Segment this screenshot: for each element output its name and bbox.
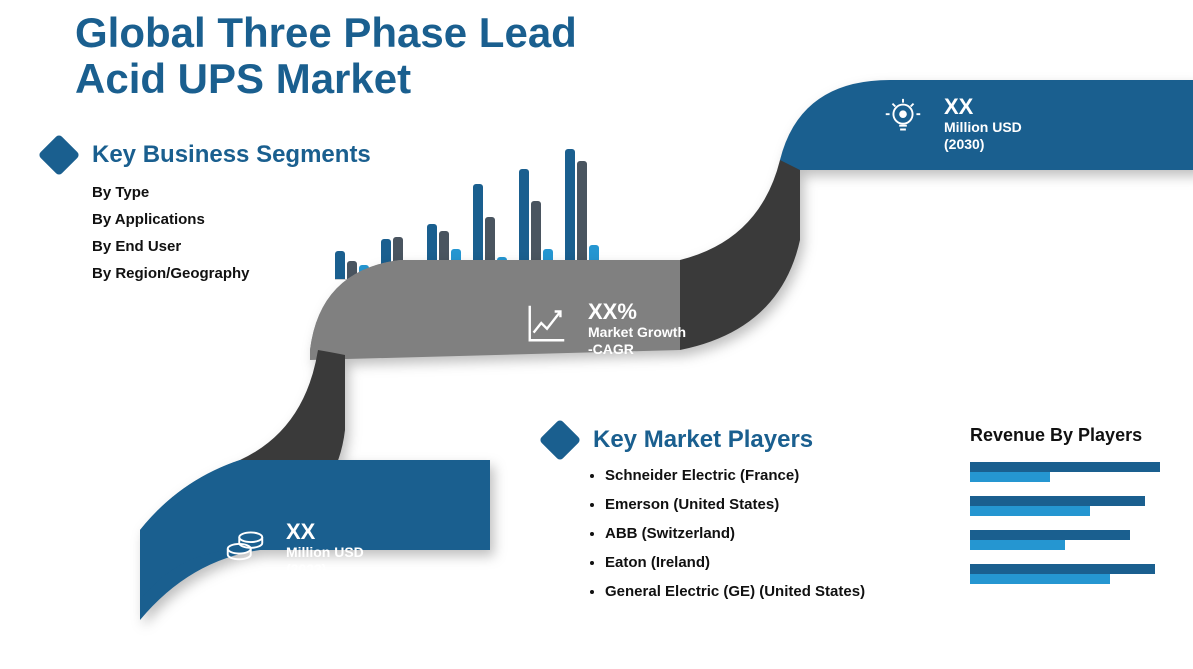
players-section: Key Market Players Schneider Electric (F… bbox=[545, 425, 945, 612]
diamond-bullet-icon bbox=[38, 134, 80, 176]
revenue-bar-bottom bbox=[970, 472, 1050, 482]
revenue-bar-row bbox=[970, 496, 1170, 516]
player-item: ABB (Switzerland) bbox=[605, 525, 945, 542]
revenue-bar-row bbox=[970, 530, 1170, 550]
coins-icon bbox=[222, 520, 268, 566]
metric-sub: Million USD bbox=[286, 544, 364, 561]
metric-value: XX bbox=[286, 520, 364, 544]
metric-2030: XX Million USD (2030) bbox=[880, 95, 1022, 153]
growth-chart-icon bbox=[524, 300, 570, 346]
metric-sub: Million USD bbox=[944, 119, 1022, 136]
revenue-bar-bottom bbox=[970, 506, 1090, 516]
metric-2023: XX Million USD (2023) bbox=[222, 520, 364, 578]
revenue-bar-top bbox=[970, 496, 1145, 506]
revenue-bar-bottom bbox=[970, 574, 1110, 584]
players-list: Schneider Electric (France) Emerson (Uni… bbox=[605, 467, 945, 600]
revenue-bar-row bbox=[970, 564, 1170, 584]
revenue-chart: Revenue By Players bbox=[970, 425, 1170, 598]
revenue-title: Revenue By Players bbox=[970, 425, 1170, 446]
player-item: Schneider Electric (France) bbox=[605, 467, 945, 484]
player-item: Eaton (Ireland) bbox=[605, 554, 945, 571]
players-heading: Key Market Players bbox=[593, 426, 813, 454]
metric-cagr: XX% Market Growth -CAGR bbox=[524, 300, 686, 358]
metric-sub: (2030) bbox=[944, 136, 1022, 153]
lightbulb-icon bbox=[880, 95, 926, 141]
diamond-bullet-icon bbox=[539, 419, 581, 461]
revenue-bar-bottom bbox=[970, 540, 1065, 550]
metric-sub: (2023) bbox=[286, 561, 364, 578]
revenue-bar-top bbox=[970, 462, 1160, 472]
metric-sub: Market Growth bbox=[588, 324, 686, 341]
revenue-bar-top bbox=[970, 530, 1130, 540]
revenue-bar-row bbox=[970, 462, 1170, 482]
revenue-bar-top bbox=[970, 564, 1155, 574]
player-item: General Electric (GE) (United States) bbox=[605, 583, 945, 600]
metric-value: XX% bbox=[588, 300, 686, 324]
metric-sub: -CAGR bbox=[588, 341, 686, 358]
player-item: Emerson (United States) bbox=[605, 496, 945, 513]
metric-value: XX bbox=[944, 95, 1022, 119]
